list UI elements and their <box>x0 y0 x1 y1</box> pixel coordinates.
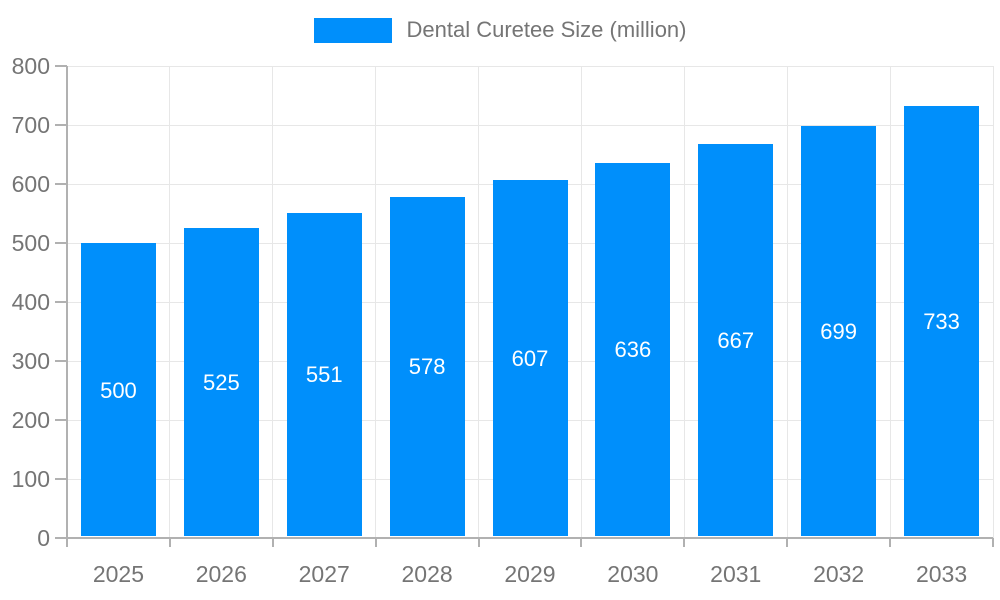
x-axis-label: 2028 <box>401 561 453 587</box>
bar-2033 <box>904 105 980 536</box>
bar-value-label: 667 <box>717 328 755 354</box>
x-axis-tick <box>992 538 994 547</box>
y-axis-label: 600 <box>11 171 50 197</box>
bar-2032 <box>801 125 877 536</box>
chart-legend[interactable]: Dental Curetee Size (million) <box>0 17 1000 43</box>
y-axis-label: 200 <box>11 407 50 433</box>
x-axis-tick <box>374 538 377 547</box>
x-axis-tick <box>889 538 892 547</box>
y-axis-tick <box>55 478 67 480</box>
x-axis-label: 2025 <box>92 561 145 587</box>
bar-value-label: 636 <box>614 337 652 363</box>
x-axis-tick <box>786 538 789 547</box>
y-axis-tick <box>55 242 67 244</box>
bar-value-label: 733 <box>923 308 960 334</box>
y-axis-tick <box>55 419 67 421</box>
y-axis-tick <box>55 65 67 67</box>
bar-value-label: 607 <box>511 345 549 371</box>
gridline-vertical <box>786 66 788 538</box>
y-axis-label: 800 <box>11 53 50 79</box>
gridline-vertical <box>889 66 891 538</box>
bar-2029 <box>492 179 568 536</box>
bar-2028 <box>389 196 465 536</box>
bar-2030 <box>595 162 671 536</box>
gridline-vertical <box>169 66 171 538</box>
gridline-vertical <box>375 66 377 538</box>
y-axis-tick <box>55 360 67 362</box>
y-axis-label: 700 <box>11 112 50 138</box>
legend-swatch <box>313 17 392 43</box>
gridline-vertical <box>478 66 480 538</box>
bar-2031 <box>698 144 774 536</box>
y-axis-label: 100 <box>11 466 50 492</box>
x-axis-label: 2030 <box>607 561 659 587</box>
gridline-vertical <box>580 66 582 538</box>
x-axis-label: 2026 <box>195 561 247 587</box>
gridline-horizontal <box>67 124 993 126</box>
bar-value-label: 578 <box>408 354 446 380</box>
x-axis-tick <box>168 538 171 547</box>
bar-2027 <box>286 212 362 536</box>
x-axis-tick <box>683 538 686 547</box>
y-axis-tick <box>55 301 67 303</box>
gridline-vertical <box>992 66 994 538</box>
legend-label: Dental Curetee Size (million) <box>406 17 687 42</box>
bar-value-label: 500 <box>100 377 137 403</box>
x-axis-tick <box>580 538 583 547</box>
y-axis-tick <box>55 183 67 185</box>
x-axis-label: 2031 <box>710 561 762 587</box>
y-axis-label: 300 <box>11 348 50 374</box>
gridline-vertical <box>683 66 685 538</box>
bar-2025 <box>80 243 156 536</box>
y-axis-tick <box>55 124 67 126</box>
x-axis-tick <box>271 538 274 547</box>
bar-2026 <box>183 228 259 536</box>
x-axis-line <box>67 537 993 539</box>
bar-value-label: 551 <box>305 362 343 388</box>
gridline-horizontal <box>67 65 993 67</box>
x-axis-label: 2032 <box>813 561 865 587</box>
bar-value-label: 525 <box>202 370 240 396</box>
x-axis-tick <box>477 538 480 547</box>
y-axis-tick <box>55 537 67 539</box>
x-axis-label: 2029 <box>504 561 556 587</box>
y-axis-label: 0 <box>37 525 50 551</box>
gridline-vertical <box>272 66 274 538</box>
x-axis-label: 2033 <box>915 561 968 587</box>
y-axis-line <box>66 66 68 547</box>
bar-value-label: 699 <box>820 318 858 344</box>
x-axis-label: 2027 <box>298 561 350 587</box>
y-axis-label: 400 <box>11 289 50 315</box>
y-axis-label: 500 <box>11 230 50 256</box>
